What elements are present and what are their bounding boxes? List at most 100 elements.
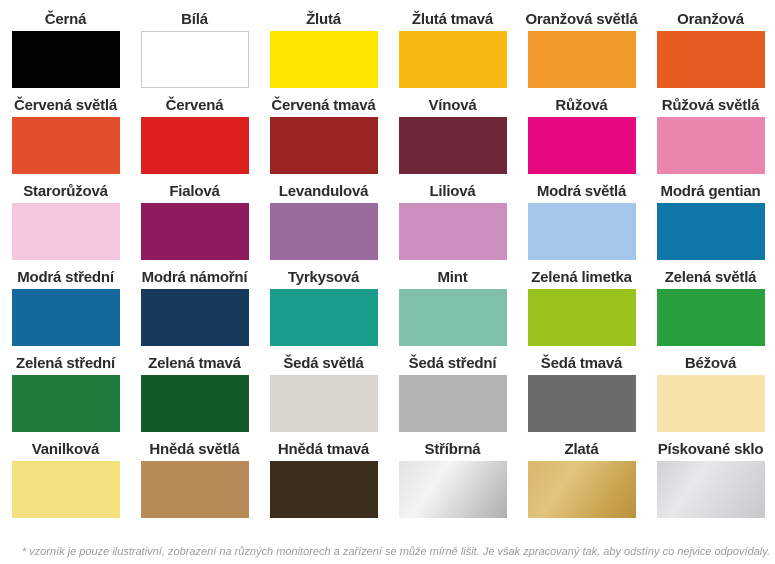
color-swatch bbox=[656, 203, 765, 260]
swatch-label: Vínová bbox=[428, 97, 477, 114]
swatch-label: Starorůžová bbox=[23, 183, 108, 200]
swatch-label: Šedá střední bbox=[408, 355, 497, 372]
swatch-cell: Červená bbox=[130, 88, 259, 174]
swatch-label: Bílá bbox=[181, 11, 208, 28]
color-swatch bbox=[140, 375, 249, 432]
swatch-label: Červená bbox=[165, 97, 224, 114]
swatch-label: Fialová bbox=[169, 183, 220, 200]
swatch-cell: Modrá střední bbox=[1, 260, 130, 346]
color-swatch bbox=[527, 31, 636, 88]
swatch-cell: Šedá světlá bbox=[259, 346, 388, 432]
swatch-cell: Modrá světlá bbox=[517, 174, 646, 260]
swatch-label: Hnědá světlá bbox=[149, 441, 240, 458]
swatch-label: Mint bbox=[437, 269, 468, 286]
color-swatch bbox=[527, 289, 636, 346]
swatch-cell: Vanilková bbox=[1, 432, 130, 518]
swatch-label: Žlutá tmavá bbox=[411, 11, 494, 28]
color-swatch bbox=[269, 289, 378, 346]
swatch-cell: Béžová bbox=[646, 346, 775, 432]
color-swatch bbox=[11, 31, 120, 88]
color-swatch bbox=[398, 117, 507, 174]
color-swatch bbox=[527, 203, 636, 260]
color-swatch bbox=[140, 461, 249, 518]
swatch-cell: Černá bbox=[1, 2, 130, 88]
swatch-cell: Zlatá bbox=[517, 432, 646, 518]
swatch-label: Oranžová bbox=[677, 11, 744, 28]
swatch-cell: Fialová bbox=[130, 174, 259, 260]
color-swatch bbox=[656, 117, 765, 174]
swatch-label: Liliová bbox=[429, 183, 476, 200]
swatch-cell: Liliová bbox=[388, 174, 517, 260]
color-swatch bbox=[656, 31, 765, 88]
color-swatch bbox=[140, 203, 249, 260]
swatch-cell: Šedá střední bbox=[388, 346, 517, 432]
swatch-cell: Pískované sklo bbox=[646, 432, 775, 518]
color-swatch bbox=[398, 31, 507, 88]
swatch-cell: Zelená tmavá bbox=[130, 346, 259, 432]
swatch-label: Růžová bbox=[555, 97, 608, 114]
color-swatch bbox=[11, 289, 120, 346]
swatch-label: Modrá světlá bbox=[536, 183, 627, 200]
color-swatch bbox=[656, 289, 765, 346]
color-swatch bbox=[140, 31, 249, 88]
color-swatch bbox=[140, 289, 249, 346]
swatch-label: Modrá gentian bbox=[660, 183, 761, 200]
swatch-cell: Hnědá tmavá bbox=[259, 432, 388, 518]
color-swatch bbox=[398, 461, 507, 518]
swatch-cell: Oranžová bbox=[646, 2, 775, 88]
swatch-cell: Žlutá bbox=[259, 2, 388, 88]
swatch-cell: Modrá námořní bbox=[130, 260, 259, 346]
swatch-label: Šedá světlá bbox=[283, 355, 364, 372]
swatch-cell: Stříbrná bbox=[388, 432, 517, 518]
color-swatch bbox=[11, 461, 120, 518]
color-swatch bbox=[11, 117, 120, 174]
color-swatch bbox=[527, 117, 636, 174]
swatch-cell: Starorůžová bbox=[1, 174, 130, 260]
swatch-cell: Šedá tmavá bbox=[517, 346, 646, 432]
swatch-label: Modrá námořní bbox=[141, 269, 248, 286]
swatch-cell: Žlutá tmavá bbox=[388, 2, 517, 88]
swatch-label: Černá bbox=[44, 11, 87, 28]
color-swatch bbox=[527, 375, 636, 432]
footnote: * vzorník je pouze ilustrativní, zobraze… bbox=[21, 546, 770, 558]
swatch-label: Stříbrná bbox=[424, 441, 481, 458]
swatch-label: Hnědá tmavá bbox=[277, 441, 370, 458]
swatch-label: Růžová světlá bbox=[661, 97, 760, 114]
swatch-label: Červená tmavá bbox=[271, 97, 376, 114]
swatch-cell: Růžová bbox=[517, 88, 646, 174]
swatch-label: Zelená střední bbox=[16, 355, 115, 372]
swatch-cell: Růžová světlá bbox=[646, 88, 775, 174]
swatch-cell: Hnědá světlá bbox=[130, 432, 259, 518]
color-swatch bbox=[398, 203, 507, 260]
color-swatch bbox=[527, 461, 636, 518]
swatch-label: Žlutá bbox=[306, 11, 341, 28]
color-swatch bbox=[269, 117, 378, 174]
swatch-cell: Červená tmavá bbox=[259, 88, 388, 174]
swatch-label: Vanilková bbox=[31, 441, 100, 458]
swatch-label: Zelená limetka bbox=[531, 269, 632, 286]
color-swatch bbox=[656, 375, 765, 432]
swatch-cell: Oranžová světlá bbox=[517, 2, 646, 88]
swatch-label: Levandulová bbox=[278, 183, 369, 200]
swatch-cell: Bílá bbox=[130, 2, 259, 88]
swatch-label: Tyrkysová bbox=[287, 269, 360, 286]
color-swatch bbox=[269, 461, 378, 518]
color-swatch bbox=[11, 203, 120, 260]
swatch-label: Béžová bbox=[684, 355, 737, 372]
swatch-cell: Mint bbox=[388, 260, 517, 346]
color-swatch bbox=[269, 375, 378, 432]
swatch-label: Zlatá bbox=[564, 441, 599, 458]
swatch-label: Červená světlá bbox=[13, 97, 118, 114]
swatch-label: Oranžová světlá bbox=[525, 11, 638, 28]
color-swatch bbox=[269, 203, 378, 260]
swatch-cell: Zelená střední bbox=[1, 346, 130, 432]
swatch-label: Modrá střední bbox=[17, 269, 114, 286]
swatch-cell: Vínová bbox=[388, 88, 517, 174]
swatch-cell: Zelená limetka bbox=[517, 260, 646, 346]
color-swatch bbox=[140, 117, 249, 174]
color-swatch bbox=[269, 31, 378, 88]
color-swatch bbox=[398, 289, 507, 346]
swatch-label: Zelená tmavá bbox=[148, 355, 241, 372]
swatch-label: Zelená světlá bbox=[664, 269, 757, 286]
